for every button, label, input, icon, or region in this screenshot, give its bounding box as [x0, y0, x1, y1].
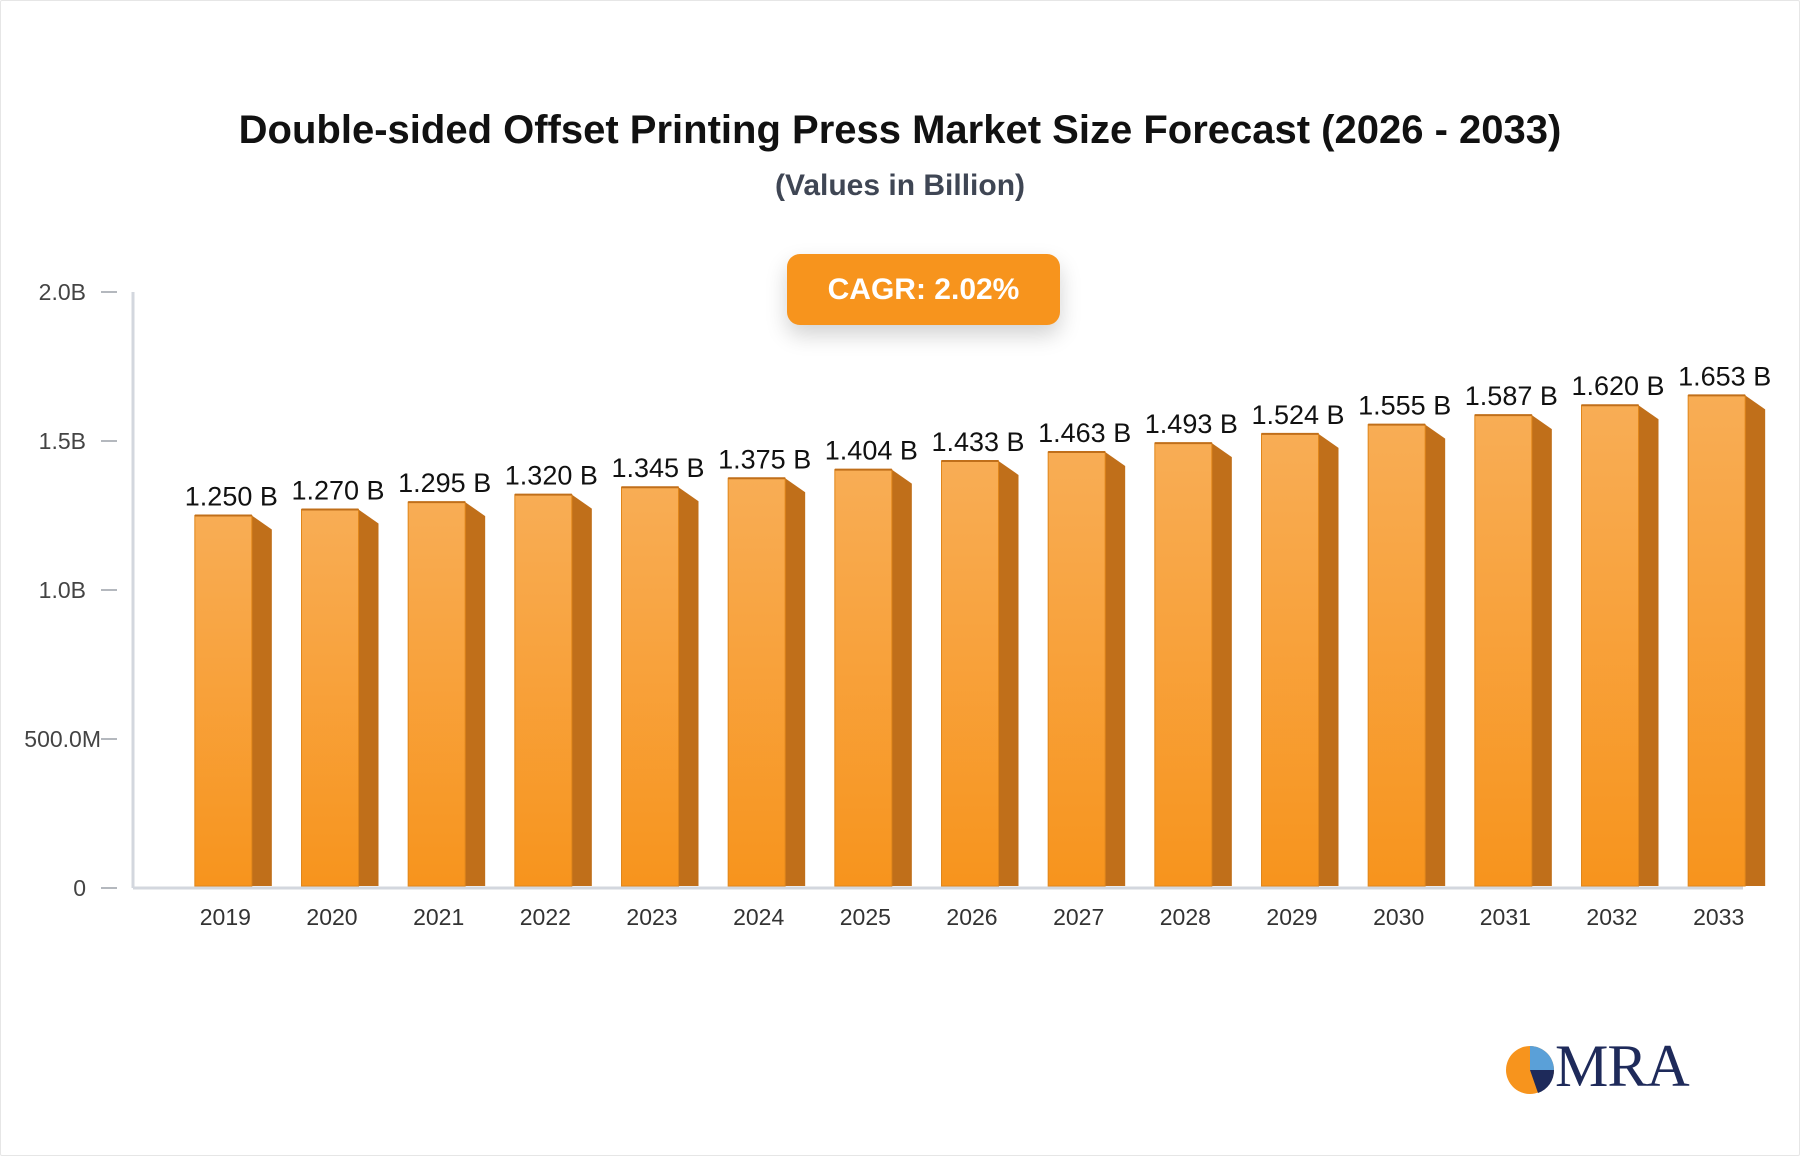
x-tick-label: 2021 — [413, 904, 464, 930]
bar-value-label: 1.433 B — [931, 427, 1024, 457]
bar-value-label: 1.375 B — [718, 444, 811, 474]
bar-2032: 1.620 B — [1571, 371, 1665, 887]
bar-value-label: 1.345 B — [611, 453, 704, 483]
bar-front-face — [1261, 433, 1319, 887]
x-tick-label: 2019 — [200, 904, 251, 930]
x-tick-label: 2031 — [1480, 904, 1531, 930]
bars-group: 1.250 B 1.270 B 1.295 B 1.320 B 1.345 B 1.375… — [185, 361, 1771, 887]
bar-side-face — [1638, 405, 1659, 886]
bar-value-label: 1.270 B — [291, 476, 384, 506]
bar-2024: 1.375 B — [718, 444, 811, 887]
x-tick-label: 2025 — [840, 904, 891, 930]
x-tick-label: 2033 — [1693, 904, 1744, 930]
bar-side-face — [1745, 395, 1766, 886]
bar-front-face — [1687, 394, 1746, 887]
y-tick-label: 2.0B — [39, 279, 86, 305]
bar-value-label: 1.320 B — [505, 461, 598, 491]
bar-2029: 1.524 B — [1251, 400, 1345, 887]
bar-2033: 1.653 B — [1678, 361, 1771, 887]
bar-2020: 1.270 B — [291, 476, 385, 887]
bar-front-face — [941, 460, 999, 887]
bar-front-face — [1474, 414, 1533, 887]
bar-value-label: 1.404 B — [825, 436, 918, 466]
cagr-badge: CAGR: 2.02% — [787, 254, 1060, 325]
y-tick-label: 1.5B — [39, 428, 86, 454]
bar-value-label: 1.493 B — [1145, 409, 1238, 439]
bar-side-face — [571, 494, 592, 886]
bar-value-label: 1.524 B — [1251, 400, 1344, 430]
x-tick-label: 2028 — [1160, 904, 1211, 930]
bar-value-label: 1.620 B — [1571, 371, 1664, 401]
bar-value-label: 1.295 B — [398, 468, 491, 498]
bar-value-label: 1.463 B — [1038, 418, 1131, 448]
y-tick-label: 0 — [73, 875, 86, 901]
bar-front-face — [1047, 451, 1106, 887]
chart-subtitle: (Values in Billion) — [774, 169, 1026, 202]
chart-title: Double-sided Offset Printing Press Marke… — [238, 108, 1562, 152]
x-tick-label: 2030 — [1373, 904, 1424, 930]
x-tick-label: 2032 — [1586, 904, 1637, 930]
bar-side-face — [891, 469, 912, 886]
bar-2023: 1.345 B — [611, 453, 705, 887]
bar-front-face — [514, 494, 573, 887]
bar-side-face — [1531, 415, 1552, 886]
x-tick-label: 2023 — [626, 904, 677, 930]
bar-side-face — [785, 478, 806, 886]
bar-2022: 1.320 B — [505, 461, 598, 887]
bar-front-face — [621, 486, 679, 887]
mra-logo-icon — [1506, 1046, 1555, 1094]
bar-front-face — [1154, 442, 1213, 887]
bar-front-face — [194, 515, 253, 887]
x-tick-label: 2020 — [306, 904, 357, 930]
x-tick-label: 2027 — [1053, 904, 1104, 930]
x-tick-label: 2029 — [1266, 904, 1317, 930]
bar-front-face — [1581, 404, 1639, 887]
bar-front-face — [407, 501, 466, 887]
x-tick-label: 2022 — [520, 904, 571, 930]
bar-value-label: 1.250 B — [185, 482, 278, 512]
y-axis: 0 500.0M 1.0B 1.5B 2.0B — [24, 279, 135, 901]
bar-front-face — [834, 469, 893, 887]
y-tick-label: 1.0B — [39, 577, 86, 603]
bar-front-face — [301, 509, 359, 887]
bar-2025: 1.404 B — [825, 436, 918, 887]
bar-front-face — [727, 477, 786, 887]
bar-2019: 1.250 B — [185, 482, 278, 887]
bar-2021: 1.295 B — [398, 468, 491, 887]
bar-value-label: 1.653 B — [1678, 361, 1771, 391]
bar-side-face — [998, 460, 1019, 886]
x-tick-label: 2024 — [733, 904, 784, 930]
x-axis: 2019 2020 2021 2022 2023 2024 2025 2026 2027 2028… — [133, 886, 1744, 930]
bar-side-face — [1425, 424, 1446, 886]
bar-side-face — [358, 509, 379, 886]
bar-side-face — [1211, 443, 1232, 886]
y-tick-label: 500.0M — [24, 726, 101, 752]
bar-value-label: 1.587 B — [1465, 381, 1558, 411]
bar-2031: 1.587 B — [1465, 381, 1558, 887]
bar-side-face — [465, 502, 486, 886]
bar-front-face — [1367, 424, 1426, 887]
bar-side-face — [251, 515, 272, 886]
bar-side-face — [1318, 433, 1339, 886]
bar-2026: 1.433 B — [931, 427, 1025, 887]
bar-2027: 1.463 B — [1038, 418, 1131, 887]
bar-side-face — [1105, 452, 1126, 886]
x-tick-label: 2026 — [946, 904, 997, 930]
bar-side-face — [678, 487, 699, 886]
logo-text: MRA — [1555, 1033, 1690, 1099]
bar-value-label: 1.555 B — [1358, 391, 1451, 421]
bar-2030: 1.555 B — [1358, 391, 1451, 887]
bar-2028: 1.493 B — [1145, 409, 1238, 887]
